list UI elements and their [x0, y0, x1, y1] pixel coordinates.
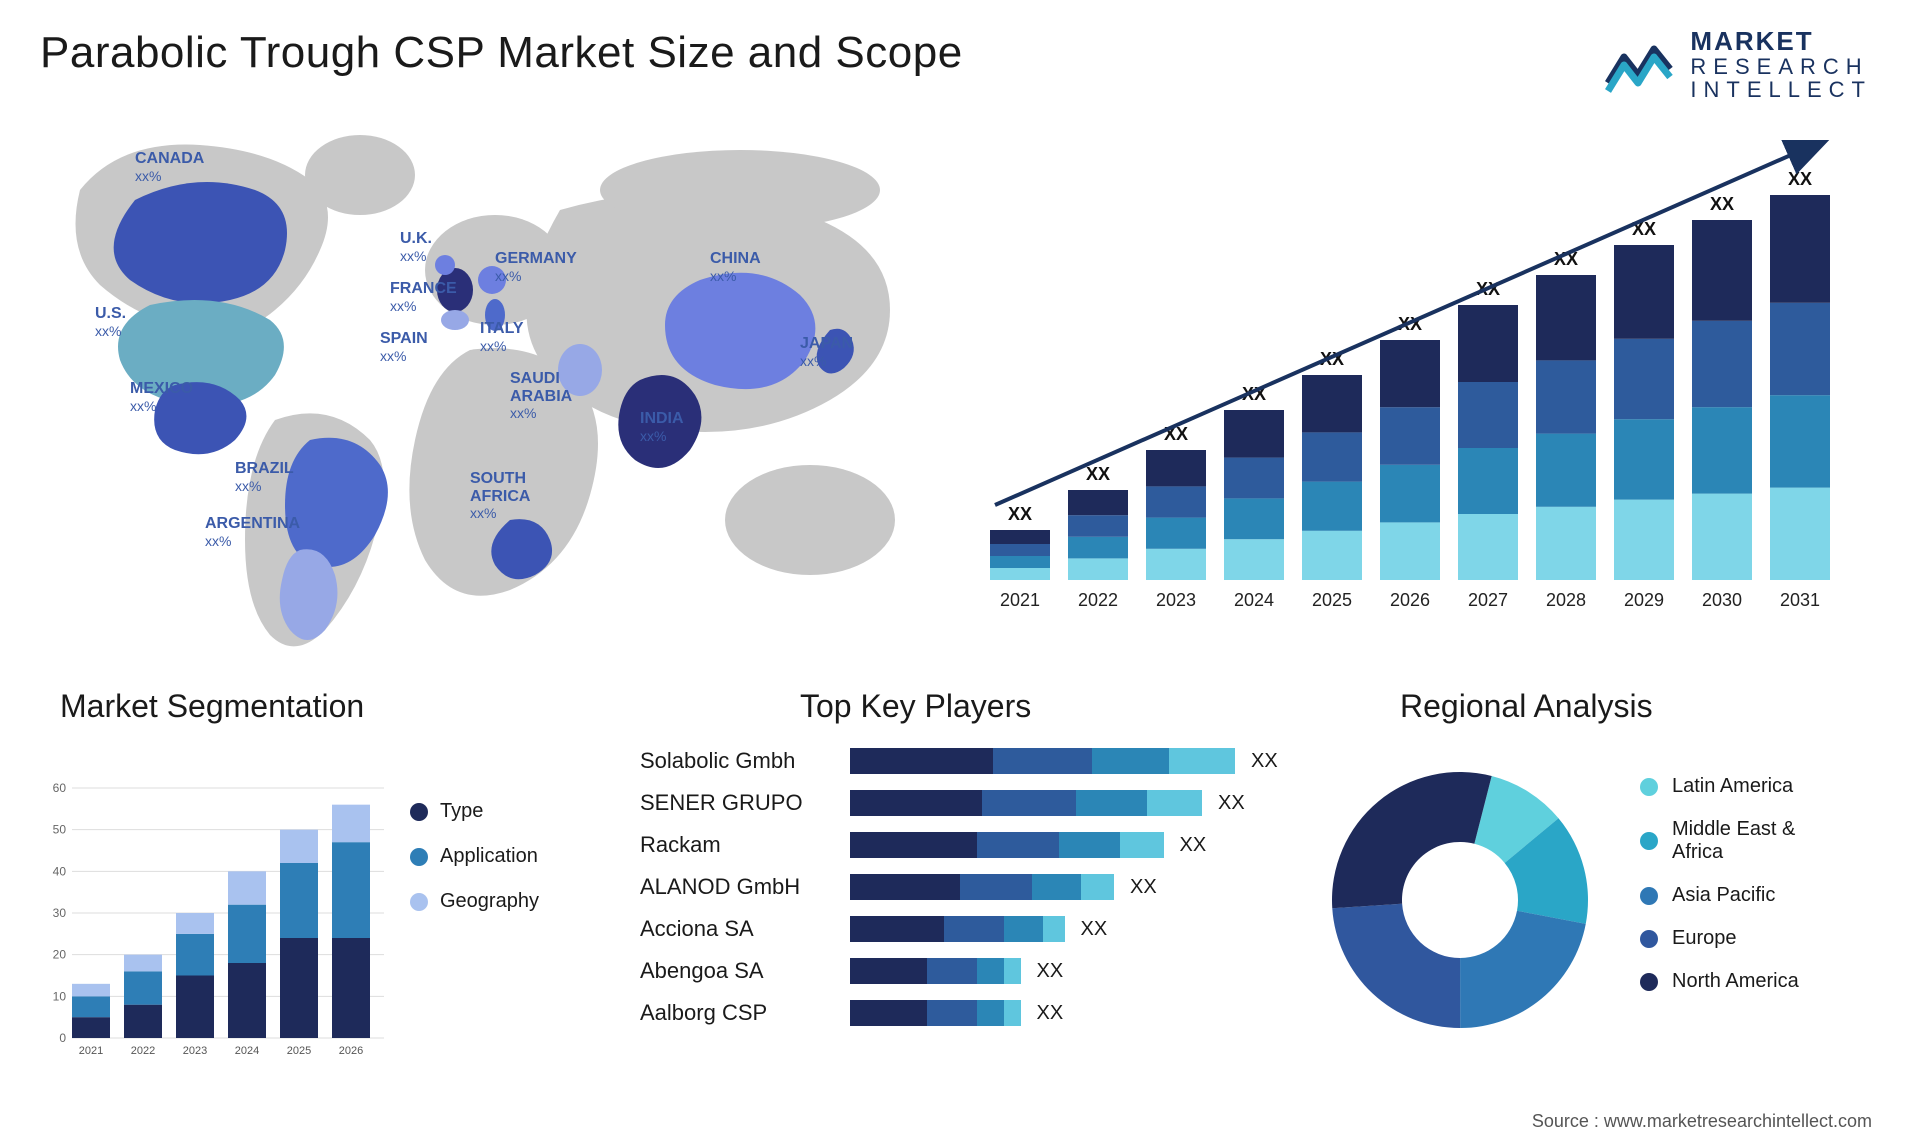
svg-text:2022: 2022	[1078, 590, 1118, 610]
key-player-row: ALANOD GmbH XX	[640, 866, 1280, 908]
segmentation-chart-svg: 0 10 20 30 40 50 60 2021 2022 2023 2024 2025 2026	[40, 760, 400, 1060]
map-label: JAPANxx%	[800, 335, 853, 370]
key-players-title: Top Key Players	[800, 688, 1031, 725]
map-label: ITALYxx%	[480, 320, 524, 355]
key-player-value: XX	[1130, 876, 1157, 899]
svg-text:60: 60	[53, 781, 67, 795]
svg-text:2022: 2022	[131, 1045, 155, 1057]
map-label: ARGENTINAxx%	[205, 515, 300, 550]
svg-text:2023: 2023	[183, 1045, 207, 1057]
svg-text:2028: 2028	[1546, 590, 1586, 610]
map-label: U.K.xx%	[400, 230, 432, 265]
key-player-value: XX	[1180, 834, 1207, 857]
regional-legend: Latin America Middle East &Africa Asia Pac…	[1640, 775, 1799, 1013]
key-player-value: XX	[1037, 1002, 1064, 1025]
map-label: CHINAxx%	[710, 250, 761, 285]
key-player-row: Rackam XX	[640, 824, 1280, 866]
key-player-row: Acciona SA XX	[640, 908, 1280, 950]
logo-line-1: MARKET	[1690, 28, 1872, 55]
map-label: SPAINxx%	[380, 330, 428, 365]
key-player-bar	[850, 958, 1021, 984]
logo-icon	[1604, 35, 1676, 95]
svg-text:2021: 2021	[79, 1045, 103, 1057]
key-player-row: Abengoa SA XX	[640, 950, 1280, 992]
brand-logo: MARKET RESEARCH INTELLECT	[1604, 28, 1872, 101]
regional-legend-item: Europe	[1640, 927, 1799, 950]
key-player-name: ALANOD GmbH	[640, 874, 850, 900]
map-label: MEXICOxx%	[130, 380, 193, 415]
map-label: FRANCExx%	[390, 280, 457, 315]
key-player-value: XX	[1081, 918, 1108, 941]
key-player-bar	[850, 832, 1164, 858]
svg-text:10: 10	[53, 989, 67, 1003]
regional-legend-item: Asia Pacific	[1640, 884, 1799, 907]
key-players-chart: Solabolic GmbhXXSENER GRUPOXXRackamXXALA…	[640, 740, 1280, 1080]
key-player-name: Solabolic Gmbh	[640, 748, 850, 774]
key-player-row: SENER GRUPO XX	[640, 782, 1280, 824]
svg-text:2024: 2024	[1234, 590, 1274, 610]
svg-text:2021: 2021	[1000, 590, 1040, 610]
growth-chart-svg: XX2021XX2022XX2023XX2024XX2025XX2026XX20…	[980, 140, 1850, 640]
key-player-name: Abengoa SA	[640, 958, 850, 984]
key-player-value: XX	[1218, 792, 1245, 815]
map-label: CANADAxx%	[135, 150, 204, 185]
logo-line-2: RESEARCH	[1690, 55, 1872, 78]
map-label: GERMANYxx%	[495, 250, 577, 285]
key-player-bar	[850, 874, 1114, 900]
svg-text:20: 20	[53, 948, 67, 962]
svg-text:40: 40	[53, 864, 67, 878]
regional-chart: Latin America Middle East &Africa Asia Pac…	[1300, 740, 1880, 1070]
map-label: U.S.xx%	[95, 305, 126, 340]
svg-text:XX: XX	[1008, 504, 1032, 524]
key-player-row: Aalborg CSP XX	[640, 992, 1280, 1034]
key-player-name: SENER GRUPO	[640, 790, 850, 816]
svg-text:30: 30	[53, 906, 67, 920]
key-player-value: XX	[1037, 960, 1064, 983]
svg-text:2029: 2029	[1624, 590, 1664, 610]
key-player-name: Acciona SA	[640, 916, 850, 942]
svg-text:2024: 2024	[235, 1045, 259, 1057]
svg-text:XX: XX	[1788, 169, 1812, 189]
world-map: CANADAxx% U.S.xx% MEXICOxx% BRAZILxx% ARGENT…	[40, 120, 930, 660]
key-player-bar	[850, 916, 1065, 942]
svg-text:XX: XX	[1086, 464, 1110, 484]
svg-text:50: 50	[53, 823, 67, 837]
key-player-bar	[850, 790, 1202, 816]
svg-text:2027: 2027	[1468, 590, 1508, 610]
key-player-value: XX	[1251, 750, 1278, 773]
key-player-bar	[850, 1000, 1021, 1026]
key-player-name: Aalborg CSP	[640, 1000, 850, 1026]
regional-legend-item: Middle East &Africa	[1640, 818, 1799, 864]
svg-text:2026: 2026	[339, 1045, 363, 1057]
key-player-bar	[850, 748, 1235, 774]
map-label: SAUDIARABIAxx%	[510, 370, 572, 423]
svg-text:2026: 2026	[1390, 590, 1430, 610]
regional-donut-svg	[1310, 750, 1610, 1050]
svg-text:2025: 2025	[287, 1045, 311, 1057]
segmentation-legend-item: Geography	[410, 890, 539, 913]
source-line: Source : www.marketresearchintellect.com	[1532, 1111, 1872, 1132]
key-player-row: Solabolic Gmbh XX	[640, 740, 1280, 782]
segmentation-title: Market Segmentation	[60, 688, 364, 725]
regional-legend-item: Latin America	[1640, 775, 1799, 798]
svg-text:0: 0	[59, 1031, 66, 1045]
segmentation-legend-item: Type	[410, 800, 539, 823]
map-label: BRAZILxx%	[235, 460, 294, 495]
key-player-name: Rackam	[640, 832, 850, 858]
growth-chart: XX2021XX2022XX2023XX2024XX2025XX2026XX20…	[980, 140, 1850, 640]
segmentation-legend-item: Application	[410, 845, 539, 868]
segmentation-legend: Type Application Geography	[410, 800, 539, 935]
regional-legend-item: North America	[1640, 970, 1799, 993]
svg-text:2031: 2031	[1780, 590, 1820, 610]
svg-text:2030: 2030	[1702, 590, 1742, 610]
map-label: SOUTHAFRICAxx%	[470, 470, 530, 523]
page-title: Parabolic Trough CSP Market Size and Sco…	[40, 28, 963, 78]
regional-title: Regional Analysis	[1400, 688, 1653, 725]
svg-text:2025: 2025	[1312, 590, 1352, 610]
logo-line-3: INTELLECT	[1690, 78, 1872, 101]
svg-text:XX: XX	[1710, 194, 1734, 214]
map-label: INDIAxx%	[640, 410, 684, 445]
svg-text:2023: 2023	[1156, 590, 1196, 610]
segmentation-chart: 0 10 20 30 40 50 60 2021 2022 2023 2024 2025 2026 Ty…	[40, 740, 600, 1070]
